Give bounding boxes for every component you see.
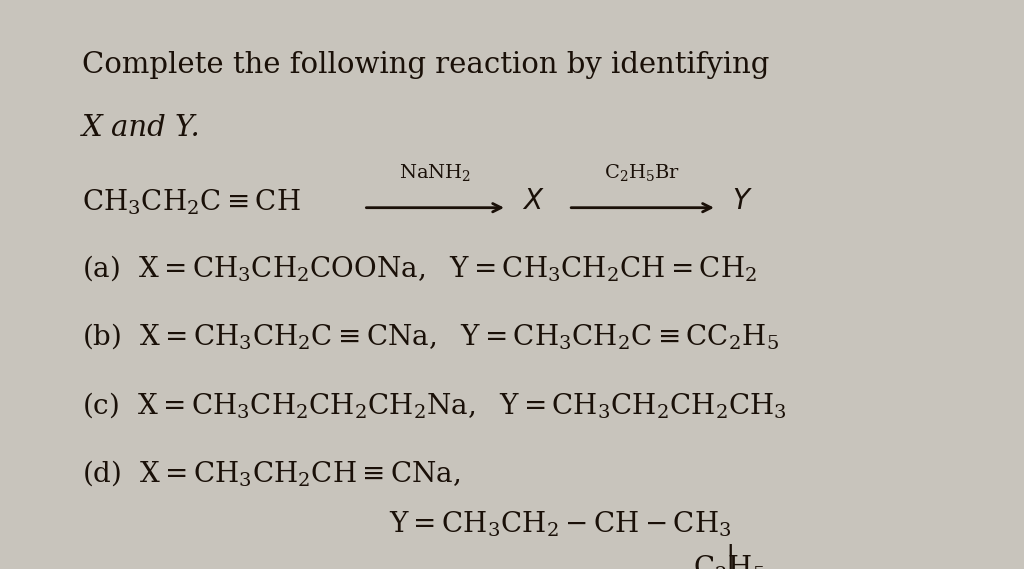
Text: $\mathregular{C_2H_5Br}$: $\mathregular{C_2H_5Br}$ (604, 162, 681, 183)
Text: X and Y.: X and Y. (82, 114, 201, 142)
Text: $\mathregular{C_2H_5}$: $\mathregular{C_2H_5}$ (693, 553, 765, 569)
Text: $\mathregular{(c)\ \ X = CH_3CH_2CH_2CH_2Na,\ \ Y = CH_3CH_2CH_2CH_3}$: $\mathregular{(c)\ \ X = CH_3CH_2CH_2CH_… (82, 390, 786, 420)
Text: $\mathregular{Y = CH_3CH_2-CH-CH_3}$: $\mathregular{Y = CH_3CH_2-CH-CH_3}$ (389, 509, 731, 539)
Text: $\mathit{Y}$: $\mathit{Y}$ (732, 188, 753, 215)
Text: $\mathit{X}$: $\mathit{X}$ (522, 188, 545, 215)
Text: $\mathregular{NaNH_2}$: $\mathregular{NaNH_2}$ (399, 162, 471, 183)
Text: $\mathregular{CH_3CH_2C \equiv CH}$: $\mathregular{CH_3CH_2C \equiv CH}$ (82, 188, 301, 217)
Text: $\mathregular{(a)\ \ X = CH_3CH_2COONa,\ \ Y = CH_3CH_2CH = CH_2}$: $\mathregular{(a)\ \ X = CH_3CH_2COONa,\… (82, 253, 757, 283)
Text: Complete the following reaction by identifying: Complete the following reaction by ident… (82, 51, 769, 79)
Text: $\mathregular{|}$: $\mathregular{|}$ (725, 542, 733, 569)
Text: $\mathregular{(b)\ \ X = CH_3CH_2C \equiv CNa,\ \ Y = CH_3CH_2C \equiv CC_2H_5}$: $\mathregular{(b)\ \ X = CH_3CH_2C \equi… (82, 321, 779, 352)
Text: $\mathregular{(d)\ \ X = CH_3CH_2CH \equiv CNa,}$: $\mathregular{(d)\ \ X = CH_3CH_2CH \equ… (82, 458, 461, 488)
